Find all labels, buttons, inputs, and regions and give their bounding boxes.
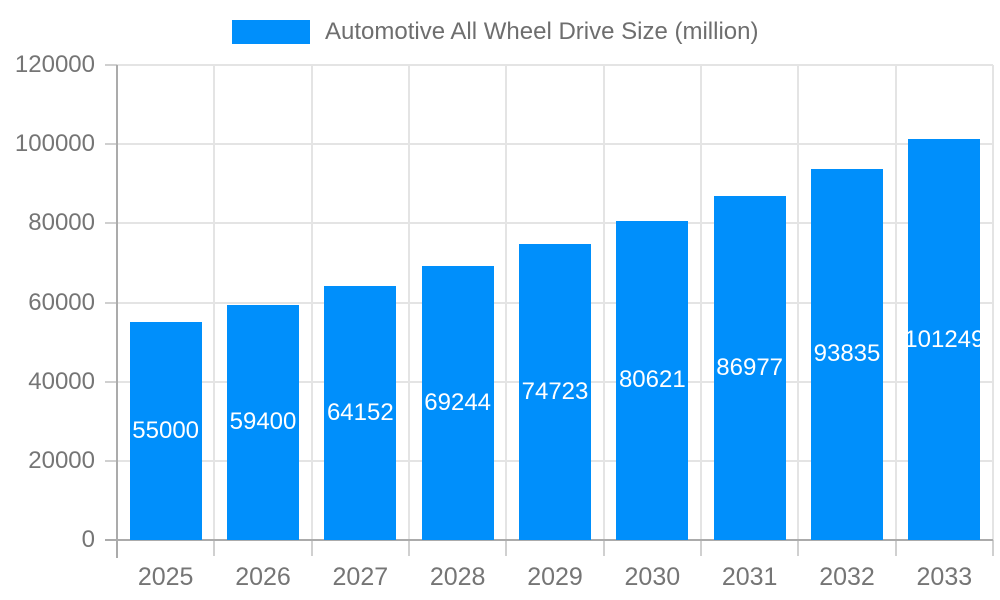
gridline-vertical [310, 65, 313, 540]
gridline-horizontal [117, 64, 993, 66]
bar: 74723 [519, 244, 591, 540]
x-axis-line [105, 539, 993, 541]
y-axis-line [116, 65, 118, 558]
bar: 55000 [129, 322, 202, 540]
x-axis-tick [408, 540, 410, 556]
y-axis-label: 120000 [14, 51, 95, 78]
x-axis-tick [505, 540, 508, 556]
bar-value-label: 64152 [326, 399, 394, 427]
x-axis-tick [602, 540, 605, 556]
y-axis-label: 0 [81, 526, 95, 553]
bar-value-label: 69244 [424, 388, 492, 416]
bar: 59400 [227, 304, 299, 540]
gridline-vertical [894, 65, 897, 540]
gridline-vertical [700, 65, 702, 540]
x-axis-tick [310, 540, 313, 556]
gridline-vertical [797, 65, 800, 540]
gridline-horizontal [117, 143, 993, 146]
bar: 86977 [713, 195, 786, 540]
x-axis-tick [213, 540, 216, 556]
gridline-vertical [602, 65, 605, 540]
y-axis-label: 100000 [14, 130, 95, 158]
gridline-horizontal [117, 222, 993, 225]
y-axis-label: 80000 [28, 209, 95, 237]
y-axis-tick [105, 301, 117, 304]
x-axis-label: 2030 [624, 563, 681, 591]
bar-value-label: 86977 [716, 353, 784, 381]
x-axis-tick [894, 540, 897, 556]
x-axis-tick [700, 540, 702, 556]
bar-value-label: 55000 [132, 417, 200, 445]
bar-value-label: 80621 [618, 366, 686, 394]
y-axis-label: 60000 [28, 288, 95, 316]
x-axis-label: 2027 [332, 563, 389, 591]
y-axis-tick [105, 222, 117, 225]
bar-value-label: 101249 [908, 325, 981, 353]
x-axis-label: 2032 [819, 563, 875, 591]
bar-value-label: 74723 [521, 378, 589, 406]
y-axis-tick [105, 143, 117, 146]
x-axis-label: 2025 [137, 563, 194, 591]
y-axis-label: 20000 [28, 446, 95, 474]
y-axis-label: 40000 [28, 367, 95, 395]
legend-item[interactable]: Automotive All Wheel Drive Size (million… [232, 20, 758, 44]
x-axis-label: 2031 [721, 563, 778, 591]
gridline-vertical [505, 65, 508, 540]
bar-value-label: 93835 [813, 340, 881, 368]
x-axis-label: 2028 [429, 563, 486, 591]
bar: 80621 [616, 220, 689, 540]
bar-value-label: 59400 [229, 408, 297, 436]
x-axis-label: 2029 [527, 563, 583, 591]
x-axis-tick [992, 540, 994, 556]
bar: 64152 [324, 286, 397, 540]
x-axis-label: 2033 [916, 563, 973, 591]
bar: 69244 [421, 265, 494, 540]
gridline-vertical [408, 65, 410, 540]
legend-swatch [232, 20, 310, 44]
x-axis-tick [797, 540, 800, 556]
legend-series-label: Automotive All Wheel Drive Size (million… [325, 18, 759, 45]
gridline-vertical [213, 65, 216, 540]
gridline-vertical [992, 65, 994, 540]
y-axis-tick [105, 380, 117, 383]
bar: 101249 [908, 139, 981, 540]
y-axis-tick [105, 64, 117, 66]
y-axis-tick [105, 459, 117, 462]
bar: 93835 [811, 168, 883, 540]
x-axis-label: 2026 [235, 563, 291, 591]
